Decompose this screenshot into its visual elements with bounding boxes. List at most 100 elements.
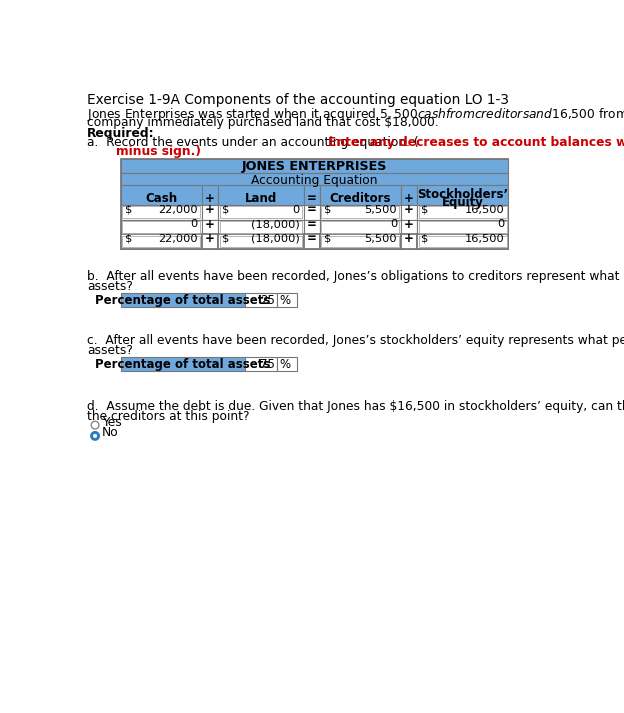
Text: company immediately purchased land that cost $18,000.: company immediately purchased land that … [87, 116, 439, 129]
Bar [401, 234, 417, 249]
Text: 16,500: 16,500 [464, 234, 504, 244]
Bar [202, 205, 218, 220]
Bar [419, 207, 507, 218]
Text: =: = [307, 192, 316, 205]
Circle shape [94, 434, 97, 438]
Text: Stockholders’: Stockholders’ [417, 188, 508, 201]
Bar [120, 234, 202, 249]
Bar [218, 205, 303, 220]
Text: the creditors at this point?: the creditors at this point? [87, 410, 250, 423]
Bar [303, 220, 319, 234]
Text: Percentage of total assets: Percentage of total assets [95, 358, 270, 371]
Bar [303, 185, 319, 205]
Text: +: + [205, 203, 215, 216]
Bar [319, 185, 401, 205]
Text: +: + [205, 192, 215, 205]
Bar [245, 357, 277, 371]
Bar [401, 220, 417, 234]
Text: Yes: Yes [102, 416, 122, 429]
Text: +: + [404, 217, 414, 231]
Bar [122, 236, 200, 247]
Text: Exercise 1-9A Components of the accounting equation LO 1-3: Exercise 1-9A Components of the accounti… [87, 93, 509, 107]
Circle shape [91, 421, 99, 429]
Text: 16,500: 16,500 [464, 205, 504, 215]
Text: b.  After all events have been recorded, Jones’s obligations to creditors repres: b. After all events have been recorded, … [87, 270, 624, 283]
Bar [120, 220, 202, 234]
Text: assets?: assets? [87, 279, 133, 292]
Text: Equity: Equity [442, 195, 484, 209]
Bar [319, 234, 401, 249]
Bar [401, 185, 417, 205]
Text: 22,000: 22,000 [158, 234, 198, 244]
Text: $: $ [222, 234, 229, 244]
Bar [417, 220, 508, 234]
Text: +: + [404, 232, 414, 245]
Bar [120, 159, 508, 249]
Bar [319, 205, 401, 220]
Text: Percentage of total assets: Percentage of total assets [95, 294, 270, 307]
Text: 5,500: 5,500 [364, 234, 397, 244]
Text: $: $ [421, 205, 428, 215]
Bar [202, 234, 218, 249]
Bar [321, 236, 399, 247]
Circle shape [90, 431, 99, 440]
Text: +: + [205, 232, 215, 245]
Bar [218, 220, 303, 234]
Bar [277, 294, 296, 307]
Text: d.  Assume the debt is due. Given that Jones has $16,500 in stockholders’ equity: d. Assume the debt is due. Given that Jo… [87, 401, 624, 414]
Text: Required:: Required: [87, 127, 155, 140]
Bar [120, 357, 245, 371]
Bar [319, 220, 401, 234]
Bar [120, 294, 245, 307]
Bar [419, 236, 507, 247]
Text: 75: 75 [260, 358, 275, 371]
Bar [303, 234, 319, 249]
Text: assets?: assets? [87, 344, 133, 356]
Text: a.  Record the events under an accounting equation. (: a. Record the events under an accounting… [87, 135, 419, 148]
Bar [202, 220, 218, 234]
Text: $: $ [324, 234, 331, 244]
Text: Accounting Equation: Accounting Equation [251, 174, 378, 187]
Text: +: + [205, 217, 215, 231]
Text: 0: 0 [293, 205, 300, 215]
Bar [120, 205, 202, 220]
Text: JONES ENTERPRISES: JONES ENTERPRISES [241, 160, 387, 173]
Bar [120, 185, 202, 205]
Text: +: + [404, 203, 414, 216]
Text: +: + [404, 192, 414, 205]
Text: (18,000): (18,000) [251, 219, 300, 229]
Bar [417, 234, 508, 249]
Text: (18,000): (18,000) [251, 234, 300, 244]
Bar [220, 221, 302, 232]
Bar [220, 236, 302, 247]
Text: $: $ [324, 205, 331, 215]
Text: =: = [307, 232, 316, 245]
Bar [218, 185, 303, 205]
Text: 0: 0 [390, 219, 397, 229]
Bar [218, 234, 303, 249]
Text: 0: 0 [190, 219, 198, 229]
Text: Creditors: Creditors [329, 192, 391, 205]
Text: 5,500: 5,500 [364, 205, 397, 215]
Text: Cash: Cash [145, 192, 177, 205]
Text: $: $ [421, 234, 428, 244]
Bar [321, 221, 399, 232]
Text: No: No [102, 426, 119, 439]
Bar [417, 205, 508, 220]
Bar [245, 294, 277, 307]
Bar [122, 221, 200, 232]
Text: $: $ [125, 234, 132, 244]
Bar [120, 173, 508, 185]
Bar [303, 205, 319, 220]
Text: %: % [280, 358, 291, 371]
Text: Land: Land [245, 192, 277, 205]
Text: $: $ [222, 205, 229, 215]
Bar [321, 207, 399, 218]
Bar [401, 205, 417, 220]
Bar [277, 357, 296, 371]
Text: 25: 25 [260, 294, 275, 307]
Text: minus sign.): minus sign.) [116, 145, 201, 158]
Bar [220, 207, 302, 218]
Text: c.  After all events have been recorded, Jones’s stockholders’ equity represents: c. After all events have been recorded, … [87, 334, 624, 347]
Text: 22,000: 22,000 [158, 205, 198, 215]
